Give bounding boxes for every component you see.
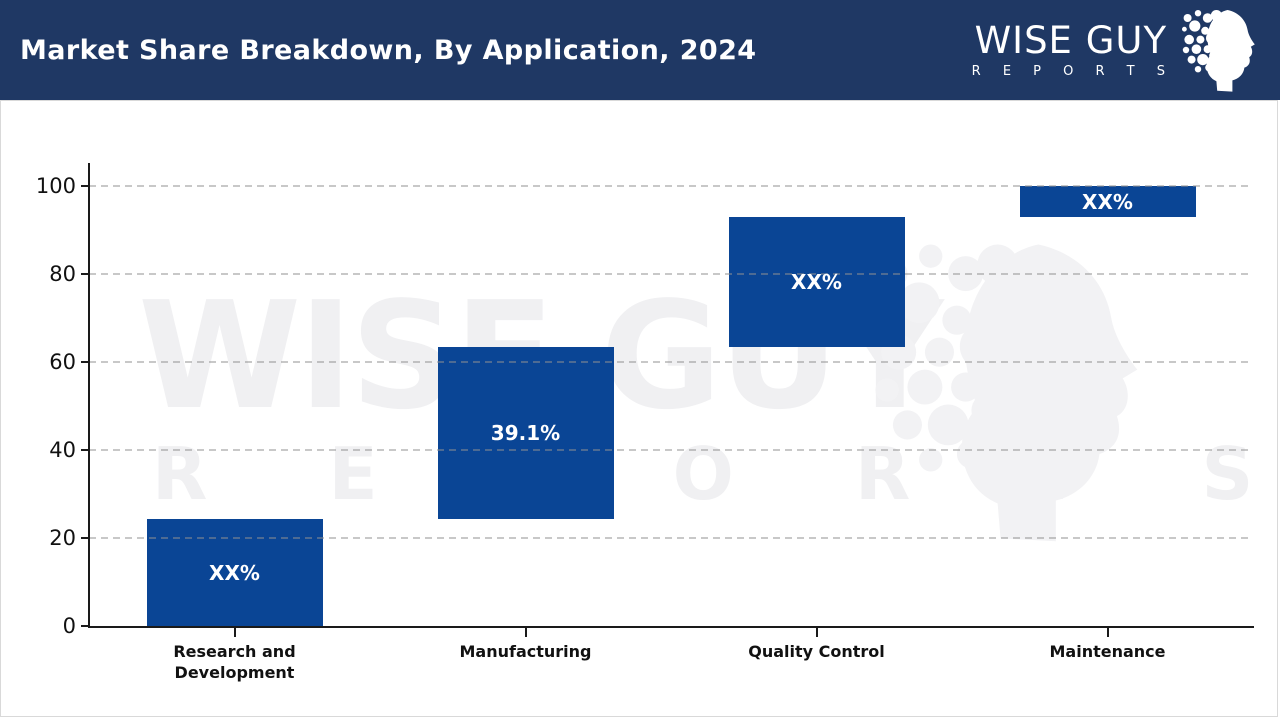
bar-value-label: XX% [209,560,260,585]
x-tick [815,628,818,637]
wise-guy-logo: WISE GUY R E P O R T S [968,4,1266,96]
y-tick-label: 80 [49,262,76,286]
bar-value-label: 39.1% [490,421,561,446]
category-label: Maintenance [1049,642,1166,661]
bar-segment [1019,186,1196,218]
y-axis [88,163,90,628]
category-label: Quality Control [748,642,885,661]
y-tick [81,537,89,539]
header-bar: Market Share Breakdown, By Application, … [0,0,1280,100]
bar-segment [146,519,323,626]
y-tick-label: 100 [35,174,76,198]
chart-title: Market Share Breakdown, By Application, … [20,34,757,66]
y-tick [81,185,89,187]
x-tick [233,628,236,637]
bar-value-label: XX% [791,270,842,295]
y-tick-label: 40 [49,438,76,462]
category-label: Manufacturing [459,642,592,661]
y-tick [81,625,89,627]
watermark-head-icon [872,244,1138,542]
y-tick-label: 20 [49,526,76,550]
x-axis [88,626,1254,628]
head-silhouette-icon [1182,10,1255,92]
x-tick [524,628,527,637]
y-tick [81,449,89,451]
y-tick [81,273,89,275]
bar-segment [728,217,905,348]
logo-subtitle: R E P O R T S [971,64,1174,79]
bar-segment [437,347,614,520]
gridline [89,449,1253,451]
gridline [89,273,1253,275]
bar-value-label: XX% [1082,189,1133,214]
y-tick-label: 60 [49,350,76,374]
logo-text: WISE GUY R E P O R T S [968,22,1174,78]
y-tick [81,361,89,363]
logo-wordmark: WISE GUY [974,19,1168,62]
x-tick [1106,628,1109,637]
gridline [89,361,1253,363]
gridline [89,185,1253,187]
category-label: Research and Development [173,642,296,682]
gridline [89,537,1253,539]
y-tick-label: 0 [62,614,76,638]
